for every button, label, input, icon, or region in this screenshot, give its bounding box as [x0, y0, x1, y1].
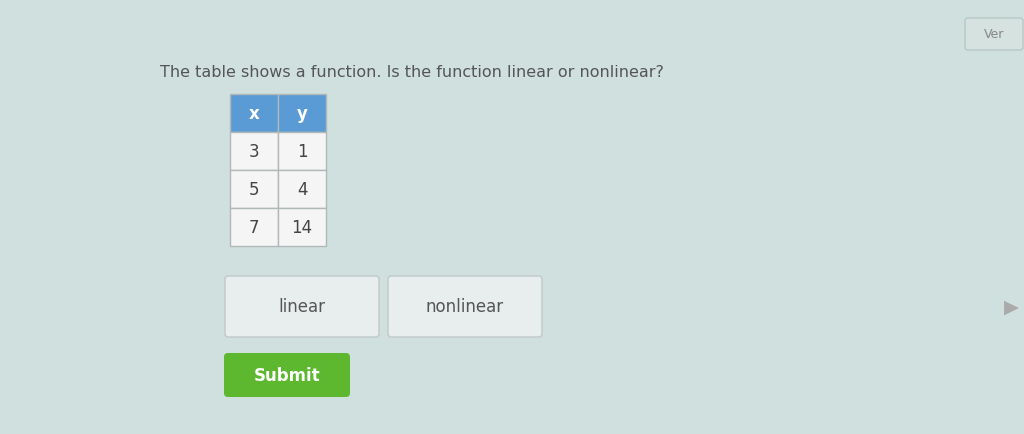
FancyBboxPatch shape [224, 353, 350, 397]
Bar [278, 208, 326, 247]
Bar [278, 133, 326, 171]
Text: x: x [249, 105, 259, 123]
Text: linear: linear [279, 298, 326, 316]
Bar [278, 171, 326, 208]
Bar [230, 95, 278, 133]
Text: nonlinear: nonlinear [426, 298, 504, 316]
Text: 3: 3 [249, 143, 259, 161]
Text: The table shows a function. Is the function linear or nonlinear?: The table shows a function. Is the funct… [160, 65, 664, 80]
FancyBboxPatch shape [965, 19, 1023, 51]
Bar [230, 133, 278, 171]
FancyBboxPatch shape [225, 276, 379, 337]
Bar [230, 208, 278, 247]
Text: 5: 5 [249, 181, 259, 198]
Text: 7: 7 [249, 218, 259, 237]
Text: 14: 14 [292, 218, 312, 237]
Text: y: y [297, 105, 307, 123]
Text: ▶: ▶ [1004, 297, 1019, 316]
Bar [278, 95, 326, 133]
Text: Submit: Submit [254, 366, 321, 384]
Bar [230, 171, 278, 208]
Text: 4: 4 [297, 181, 307, 198]
FancyBboxPatch shape [388, 276, 542, 337]
Text: Ver: Ver [984, 29, 1005, 41]
Text: 1: 1 [297, 143, 307, 161]
